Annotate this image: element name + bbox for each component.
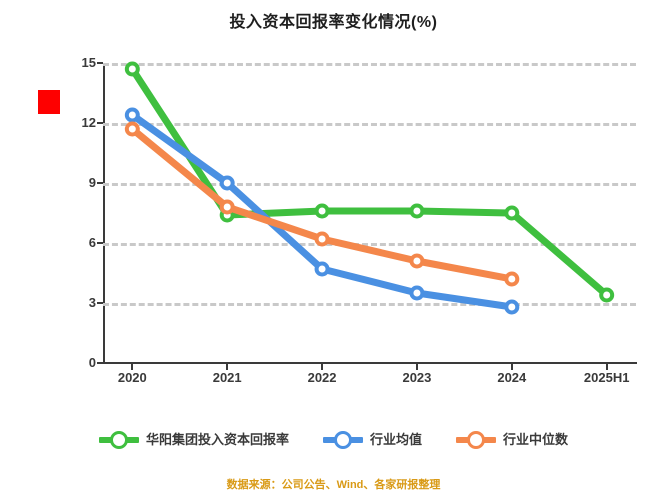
y-tick-mark [97, 242, 103, 244]
legend-point-swatch [333, 431, 352, 449]
y-tick-label: 6 [88, 235, 96, 250]
legend-point-swatch [467, 431, 485, 449]
y-tick-label: 9 [88, 175, 96, 190]
y-tick-mark [97, 122, 103, 124]
gridline [103, 63, 636, 66]
gridline [103, 303, 636, 306]
legend-item[interactable]: 行业中位数 [456, 430, 568, 450]
x-tick-mark [131, 364, 134, 370]
legend-marker-icon [322, 430, 363, 450]
gridline [103, 243, 636, 246]
legend-item[interactable]: 华阳集团投入资本回报率 [98, 430, 289, 450]
x-tick-label: 2020 [117, 370, 147, 385]
y-tick-label: 3 [88, 295, 96, 310]
y-tick-label: 0 [88, 355, 96, 370]
x-tick-label: 2022 [307, 370, 337, 385]
legend-item[interactable]: 行业均值 [322, 430, 422, 450]
chart-legend: 华阳集团投入资本回报率 行业均值 行业中位数 [0, 430, 667, 450]
chart-title: 投入资本回报率变化情况(%) [229, 14, 438, 31]
x-tick-mark [510, 364, 513, 370]
unit-badge: % [38, 90, 60, 114]
x-tick-mark [321, 364, 324, 370]
legend-label: 行业均值 [369, 432, 422, 447]
y-tick-label: 12 [81, 115, 96, 130]
x-tick-label: 2021 [212, 370, 242, 385]
y-tick-mark [97, 182, 103, 184]
y-tick-mark [97, 62, 103, 64]
gridline [103, 123, 636, 126]
legend-label: 行业中位数 [503, 432, 569, 447]
y-tick-mark [97, 362, 103, 364]
x-tick-label: 2025H1 [583, 370, 630, 385]
y-tick-mark [97, 302, 103, 304]
legend-marker-icon [98, 430, 139, 450]
x-tick-label: 2024 [497, 370, 527, 385]
source-note: 数据来源：公司公告、Wind、各家研报整理 [226, 479, 441, 491]
legend-point-swatch [109, 431, 128, 449]
plot-area [103, 63, 636, 363]
x-tick-mark [226, 364, 229, 370]
x-tick-mark [605, 364, 608, 370]
x-tick-label: 2023 [402, 370, 432, 385]
y-tick-label: 15 [81, 55, 96, 70]
x-tick-mark [415, 364, 418, 370]
legend-label: 华阳集团投入资本回报率 [145, 432, 289, 447]
legend-marker-icon [456, 430, 496, 450]
x-axis-line [103, 362, 637, 364]
y-axis-line [103, 63, 105, 364]
gridline [103, 183, 636, 186]
